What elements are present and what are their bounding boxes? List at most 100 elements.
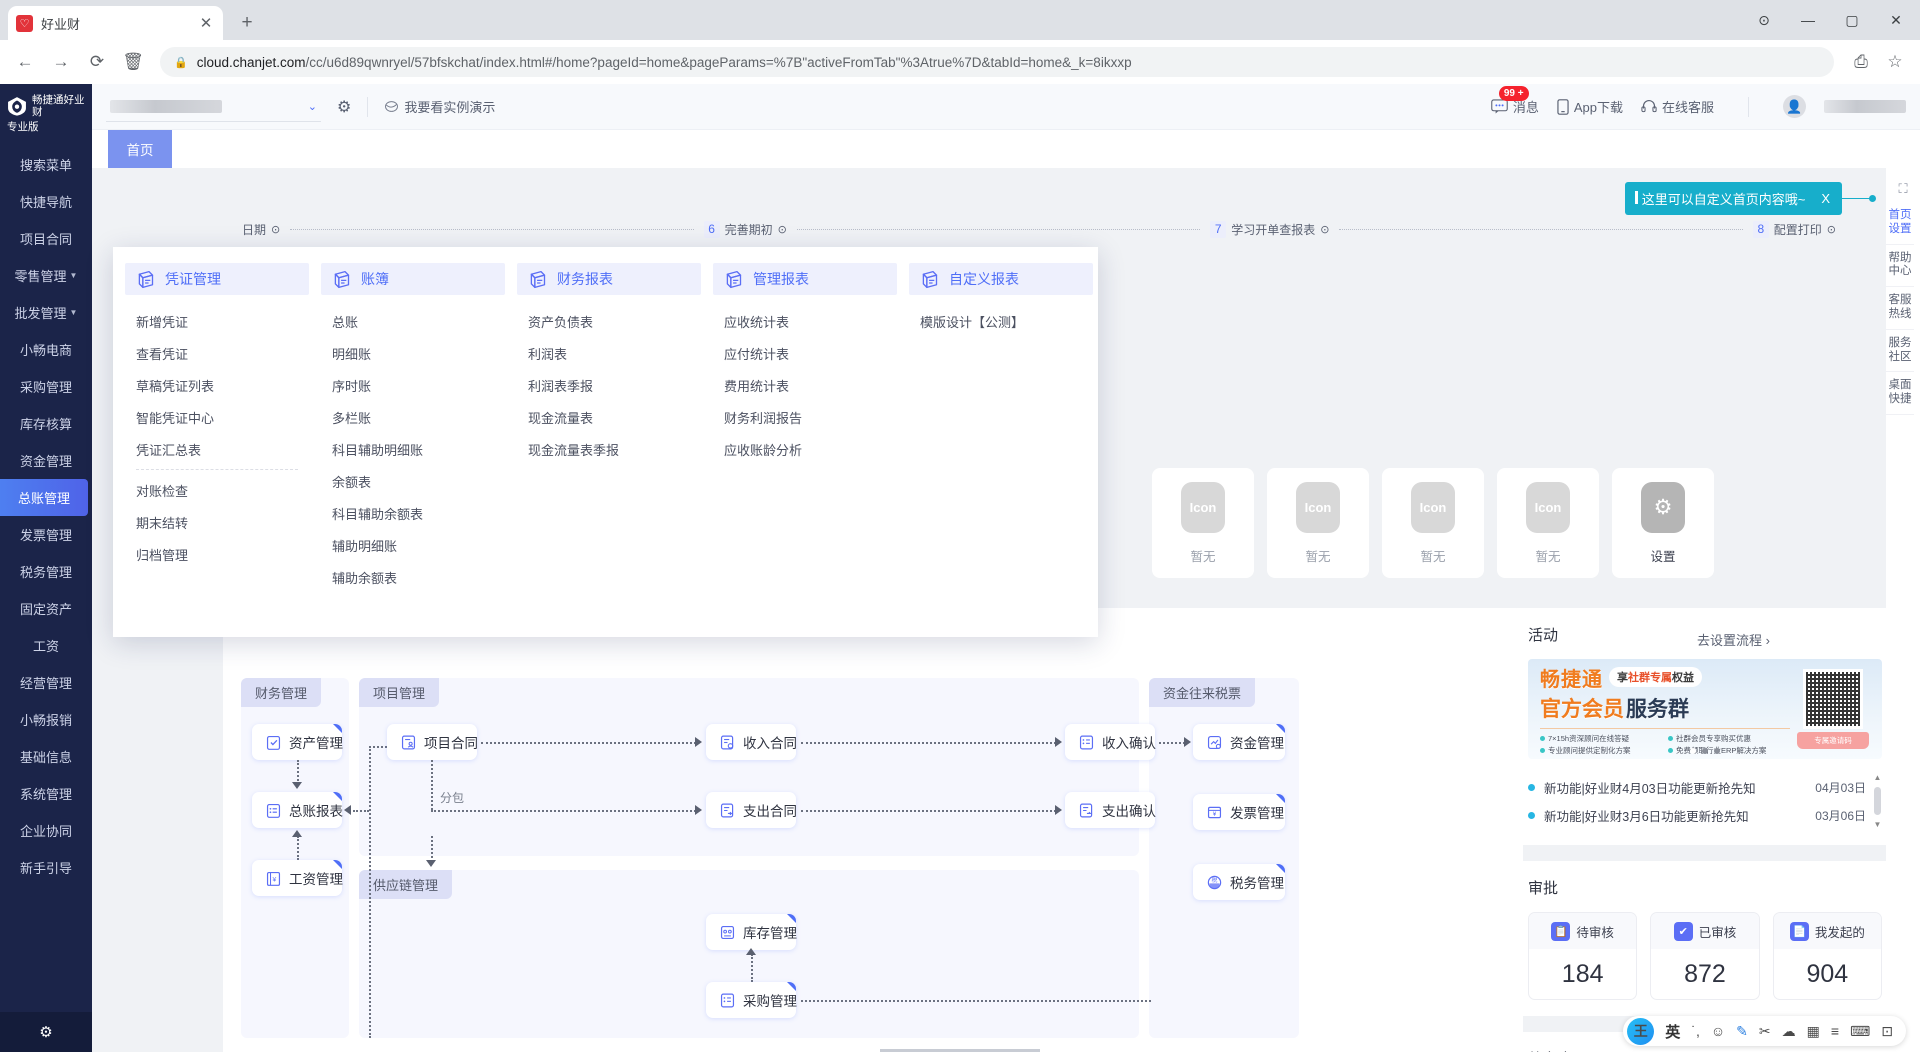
mega-menu-column-header[interactable]: 管理报表 xyxy=(713,263,897,295)
play-circle-icon[interactable]: ⊙ xyxy=(777,223,787,236)
onboarding-step-3[interactable]: 8 配置打印 ⊙ xyxy=(1752,220,1836,238)
mega-menu-item[interactable]: 对账检查 xyxy=(136,483,189,499)
onboarding-step-1[interactable]: 6 完善期初 ⊙ xyxy=(703,220,787,238)
sidebar-item-19[interactable]: 新手引导 xyxy=(0,849,92,886)
expand-icon[interactable]: ⛶ xyxy=(1898,181,1908,196)
flow-node-purchase[interactable]: 采购管理 xyxy=(706,982,797,1018)
shortcut-card-4[interactable]: ⚙ 设置 xyxy=(1612,468,1714,578)
flow-node-funds-mgmt[interactable]: 资金管理 xyxy=(1193,724,1285,760)
dot[interactable] xyxy=(1702,748,1708,754)
flow-node-gl-report[interactable]: 总账报表 xyxy=(252,792,343,828)
flow-node-project-contract[interactable]: 项目合同 xyxy=(387,724,478,760)
rail-item-1[interactable]: 帮助 中心 xyxy=(1886,245,1914,288)
sidebar-item-2[interactable]: 项目合同 xyxy=(0,220,92,257)
sidebar-item-6[interactable]: 采购管理 xyxy=(0,368,92,405)
mega-menu-item[interactable]: 应付统计表 xyxy=(724,346,790,362)
ime-more-icon[interactable]: ⊡ xyxy=(1881,1022,1893,1039)
mega-menu-item[interactable]: 多栏账 xyxy=(332,410,372,426)
header-gear-icon[interactable]: ⚙ xyxy=(337,98,352,116)
onboarding-step-2[interactable]: 7 学习开单查报表 ⊙ xyxy=(1210,220,1330,238)
ime-logo-icon[interactable]: 王 xyxy=(1627,1017,1655,1045)
onboarding-step-0[interactable]: 日期 ⊙ xyxy=(242,221,280,238)
approval-box-2[interactable]: 📄 我发起的 904 xyxy=(1772,912,1882,1000)
mega-menu-item[interactable]: 明细账 xyxy=(332,346,372,362)
rail-item-3[interactable]: 服务 社区 xyxy=(1886,330,1914,373)
reload-icon[interactable]: ⟳ xyxy=(89,52,105,71)
rail-item-2[interactable]: 客服 热线 xyxy=(1886,287,1914,330)
mega-menu-column-header[interactable]: 自定义报表 xyxy=(909,263,1093,295)
mega-menu-column-header[interactable]: 凭证管理 xyxy=(125,263,309,295)
mega-menu-item[interactable]: 期末结转 xyxy=(136,515,189,531)
flow-node-invoice-mgmt[interactable]: ¥ 发票管理 xyxy=(1193,794,1285,830)
dot[interactable] xyxy=(1690,748,1696,754)
ime-lang-toggle[interactable]: 英 xyxy=(1665,1023,1681,1041)
sidebar-item-7[interactable]: 库存核算 xyxy=(0,405,92,442)
sidebar-item-15[interactable]: 小畅报销 xyxy=(0,701,92,738)
mega-menu-item[interactable]: 现金流量表季报 xyxy=(528,442,620,458)
sidebar-item-3[interactable]: 零售管理 ▼ xyxy=(0,257,92,294)
sidebar-item-16[interactable]: 基础信息 xyxy=(0,738,92,775)
sidebar-item-17[interactable]: 系统管理 xyxy=(0,775,92,812)
share-icon[interactable]: ⎙ xyxy=(1854,52,1868,71)
flow-node-asset-mgmt[interactable]: 资产管理 xyxy=(252,724,343,760)
scrollbar-thumb[interactable] xyxy=(1874,787,1881,815)
app-download-link[interactable]: App下载 xyxy=(1557,97,1623,116)
rail-item-4[interactable]: 桌面 快捷 xyxy=(1886,372,1914,415)
shortcut-card-2[interactable]: Icon 暂无 xyxy=(1382,468,1484,578)
flow-node-inventory[interactable]: 库存管理 xyxy=(706,914,797,950)
approval-box-0[interactable]: 📋 待审核 184 xyxy=(1528,912,1638,1000)
sidebar-item-14[interactable]: 经营管理 xyxy=(0,664,92,701)
mega-menu-item[interactable]: 总账 xyxy=(332,314,359,330)
flow-node-expense-contract[interactable]: 支出合同 xyxy=(706,792,797,828)
mega-menu-item[interactable]: 凭证汇总表 xyxy=(136,442,202,458)
ime-keyboard-icon[interactable]: ⌨ xyxy=(1850,1022,1871,1039)
mega-menu-item[interactable]: 辅助明细账 xyxy=(332,538,398,554)
support-link[interactable]: 在线客服 xyxy=(1641,97,1714,116)
carousel-dots[interactable] xyxy=(1528,748,1882,754)
flow-setup-link[interactable]: 去设置流程 › xyxy=(1697,633,1770,648)
mega-menu-item[interactable]: 序时账 xyxy=(332,378,372,394)
sidebar-item-1[interactable]: 快捷导航 xyxy=(0,183,92,220)
news-item-0[interactable]: 新功能|好业财3月6日功能更新抢先知 03月06日 xyxy=(1528,801,1866,829)
sidebar-item-18[interactable]: 企业协同 xyxy=(0,812,92,849)
mega-menu-item[interactable]: 科目辅助明细账 xyxy=(332,442,424,458)
mega-menu-item[interactable]: 现金流量表 xyxy=(528,410,594,426)
ime-menu-icon[interactable]: ≡ xyxy=(1830,1023,1840,1039)
mega-menu-item[interactable]: 利润表 xyxy=(528,346,568,362)
ime-emoji-icon[interactable]: ☺ xyxy=(1710,1023,1726,1039)
scroll-down-icon[interactable]: ▼ xyxy=(1873,820,1882,829)
avatar[interactable]: 👤 xyxy=(1783,95,1806,118)
flow-node-expense-confirm[interactable]: 支出确认 xyxy=(1065,792,1156,828)
maximize-button[interactable]: ▢ xyxy=(1845,11,1859,28)
sidebar-item-11[interactable]: 税务管理 xyxy=(0,553,92,590)
back-icon[interactable]: ← xyxy=(16,52,34,71)
flow-node-payroll[interactable]: ¥ 工资管理 xyxy=(252,860,343,896)
forward-icon[interactable]: → xyxy=(52,52,70,71)
browser-tab[interactable]: ♡ 好业财 ✕ xyxy=(8,6,223,40)
sidebar-item-4[interactable]: 批发管理 ▼ xyxy=(0,294,92,331)
ime-cloud-icon[interactable]: ☁ xyxy=(1781,1022,1796,1039)
play-circle-icon[interactable]: ⊙ xyxy=(1320,223,1330,236)
new-tab-button[interactable]: + xyxy=(241,12,253,33)
close-icon[interactable]: ✕ xyxy=(199,15,213,32)
mega-menu-item[interactable]: 利润表季报 xyxy=(528,378,594,394)
sidebar-item-12[interactable]: 固定资产 xyxy=(0,590,92,627)
news-scrollbar[interactable]: ▲ ▼ xyxy=(1873,773,1882,829)
approval-box-1[interactable]: ✔ 已审核 872 xyxy=(1650,912,1760,1000)
flow-node-tax-mgmt[interactable]: 税 税务管理 xyxy=(1193,864,1285,900)
messages-link[interactable]: 消息 99 + xyxy=(1491,86,1539,116)
mega-menu-item[interactable]: 余额表 xyxy=(332,474,372,490)
demo-link[interactable]: 我要看实例演示 xyxy=(384,97,495,116)
tab-home[interactable]: 首页 xyxy=(108,130,172,168)
play-circle-icon[interactable]: ⊙ xyxy=(1826,223,1836,236)
play-circle-icon[interactable]: ⊙ xyxy=(271,223,281,236)
flow-node-income-confirm[interactable]: 收入确认 xyxy=(1065,724,1156,760)
org-selector[interactable]: ⌄ xyxy=(106,92,321,122)
news-item-1[interactable]: 新功能|好业财4月03日功能更新抢先知 04月03日 xyxy=(1528,773,1866,801)
ime-handwriting-icon[interactable]: ✎ xyxy=(1736,1022,1748,1039)
sidebar-item-13[interactable]: 工资 xyxy=(0,627,92,664)
scroll-up-icon[interactable]: ▲ xyxy=(1873,773,1882,782)
shortcut-card-1[interactable]: Icon 暂无 xyxy=(1267,468,1369,578)
sidebar-item-10[interactable]: 发票管理 xyxy=(0,516,92,553)
tip-close-icon[interactable]: X xyxy=(1821,191,1830,206)
